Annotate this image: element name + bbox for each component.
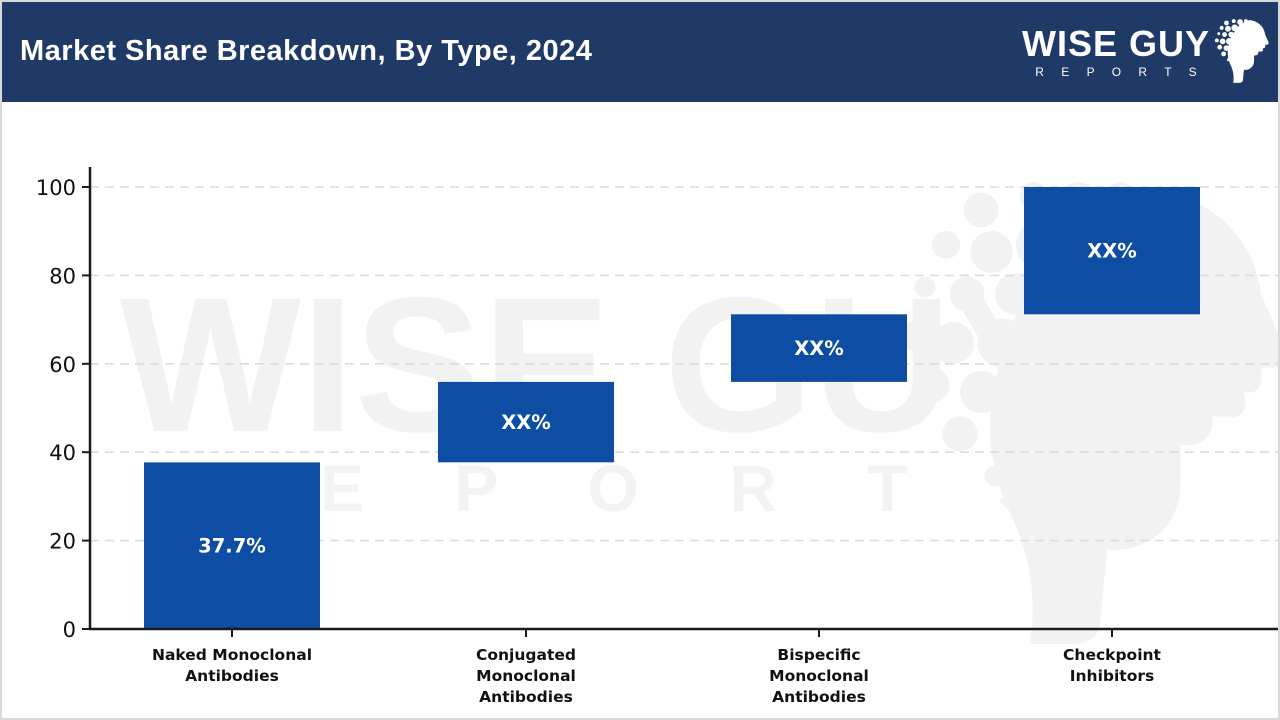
x-category-label-1-line-0: Conjugated <box>476 646 576 664</box>
bar-segment-1 <box>438 381 614 463</box>
logo-subtext: R E P O R T S <box>1035 65 1204 79</box>
page-title: Market Share Breakdown, By Type, 2024 <box>20 35 593 67</box>
x-category-label-0-line-1: Antibodies <box>185 667 279 685</box>
x-category-label-0-line-0: Naked Monoclonal <box>152 646 312 664</box>
y-tick-label-60: 60 <box>49 353 76 377</box>
y-tick-label-100: 100 <box>36 176 76 200</box>
y-tick-label-80: 80 <box>49 264 76 288</box>
logo-wordmark: WISE GUY <box>1021 23 1210 64</box>
y-tick-label-40: 40 <box>49 441 76 465</box>
bar-value-label-2: XX% <box>794 337 844 360</box>
bar-value-label-1: XX% <box>501 411 551 434</box>
dotted-face-profile-icon <box>1214 19 1269 83</box>
y-tick-label-20: 20 <box>49 530 76 554</box>
x-category-label-2-line-1: Monoclonal <box>769 667 869 685</box>
bar-value-label-0: 37.7% <box>198 535 266 558</box>
x-category-label-1-line-1: Monoclonal <box>476 667 576 685</box>
x-category-label-2-line-0: Bispecific <box>777 646 860 664</box>
x-category-label-1-line-2: Antibodies <box>479 688 573 706</box>
wiseguy-logo: WISE GUY R E P O R T S <box>1022 8 1270 96</box>
x-category-label-2-line-2: Antibodies <box>772 688 866 706</box>
x-category-label-3-line-1: Inhibitors <box>1070 667 1155 685</box>
y-tick-label-0: 0 <box>63 618 76 642</box>
bar-segment-2 <box>731 314 907 382</box>
bar-segment-0 <box>144 462 320 629</box>
x-category-label-3-line-0: Checkpoint <box>1063 646 1162 664</box>
header-bar: Market Share Breakdown, By Type, 2024 WI… <box>2 2 1278 102</box>
bar-value-label-3: XX% <box>1087 240 1137 263</box>
